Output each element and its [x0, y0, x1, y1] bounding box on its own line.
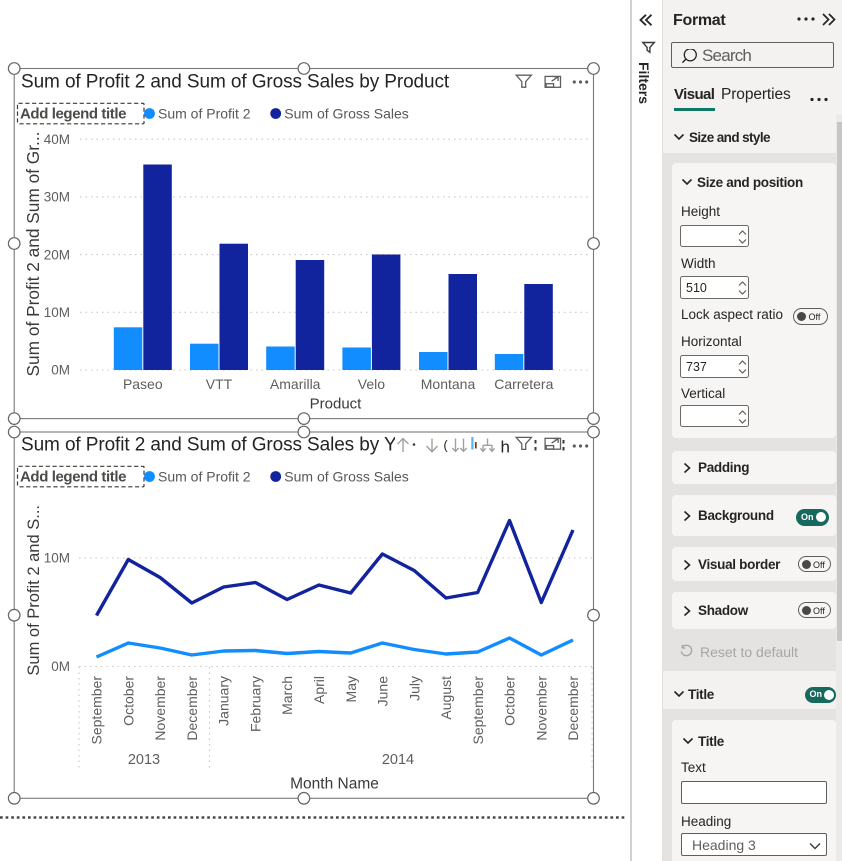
svg-text:(: ( — [444, 439, 449, 453]
svg-text:Carretera: Carretera — [494, 376, 553, 392]
svg-text:Sum of Profit 2: Sum of Profit 2 — [158, 106, 251, 122]
svg-text:Sum of Profit 2 and Sum of Gr.: Sum of Profit 2 and Sum of Gr... — [23, 132, 43, 377]
svg-text:h: h — [501, 438, 510, 457]
svg-text:January: January — [216, 676, 232, 726]
svg-text:May: May — [343, 676, 359, 702]
svg-text:Sum of Gross Sales: Sum of Gross Sales — [284, 469, 409, 485]
svg-text:10M: 10M — [44, 551, 70, 566]
svg-text:Paseo: Paseo — [123, 376, 163, 392]
svg-text:Product: Product — [310, 396, 363, 413]
svg-text:August: August — [438, 676, 454, 720]
svg-text:Add legend title: Add legend title — [20, 469, 126, 486]
svg-text:0M: 0M — [51, 363, 70, 378]
svg-text:June: June — [375, 676, 391, 707]
svg-text:40M: 40M — [44, 132, 70, 147]
svg-text:February: February — [247, 676, 263, 732]
svg-text:0M: 0M — [51, 659, 70, 674]
svg-text:Sum of Profit 2 and S...: Sum of Profit 2 and S... — [25, 505, 43, 676]
svg-text:October: October — [120, 676, 136, 726]
svg-text:Add legend title: Add legend title — [20, 106, 126, 123]
svg-text:2013: 2013 — [128, 752, 160, 768]
svg-text:Sum of Gross Sales: Sum of Gross Sales — [284, 106, 409, 122]
svg-text:30M: 30M — [44, 190, 70, 205]
svg-text:Montana: Montana — [421, 376, 476, 392]
svg-text:Sum of Profit 2: Sum of Profit 2 — [158, 469, 251, 485]
svg-text:Sum of Profit 2 and Sum of Gro: Sum of Profit 2 and Sum of Gross Sales b… — [21, 72, 450, 93]
svg-text:November: November — [152, 676, 168, 741]
svg-text:Amarilla: Amarilla — [270, 376, 321, 392]
svg-text:July: July — [406, 676, 422, 701]
svg-text:December: December — [184, 676, 200, 741]
svg-text:April: April — [311, 676, 327, 704]
svg-text:September: September — [470, 676, 486, 745]
svg-text:20M: 20M — [44, 247, 70, 262]
svg-text:VTT: VTT — [206, 376, 233, 392]
svg-text:October: October — [502, 676, 518, 726]
svg-text:Sum of Profit 2 and Sum of Gro: Sum of Profit 2 and Sum of Gross Sales b… — [21, 435, 516, 456]
svg-text:Velo: Velo — [358, 376, 385, 392]
svg-text:September: September — [89, 676, 105, 745]
svg-text:2014: 2014 — [382, 752, 414, 768]
svg-text:Month Name: Month Name — [290, 776, 379, 793]
svg-text:November: November — [533, 676, 549, 741]
svg-text:10M: 10M — [44, 305, 70, 320]
svg-text:December: December — [565, 676, 581, 741]
svg-text:March: March — [279, 676, 295, 715]
